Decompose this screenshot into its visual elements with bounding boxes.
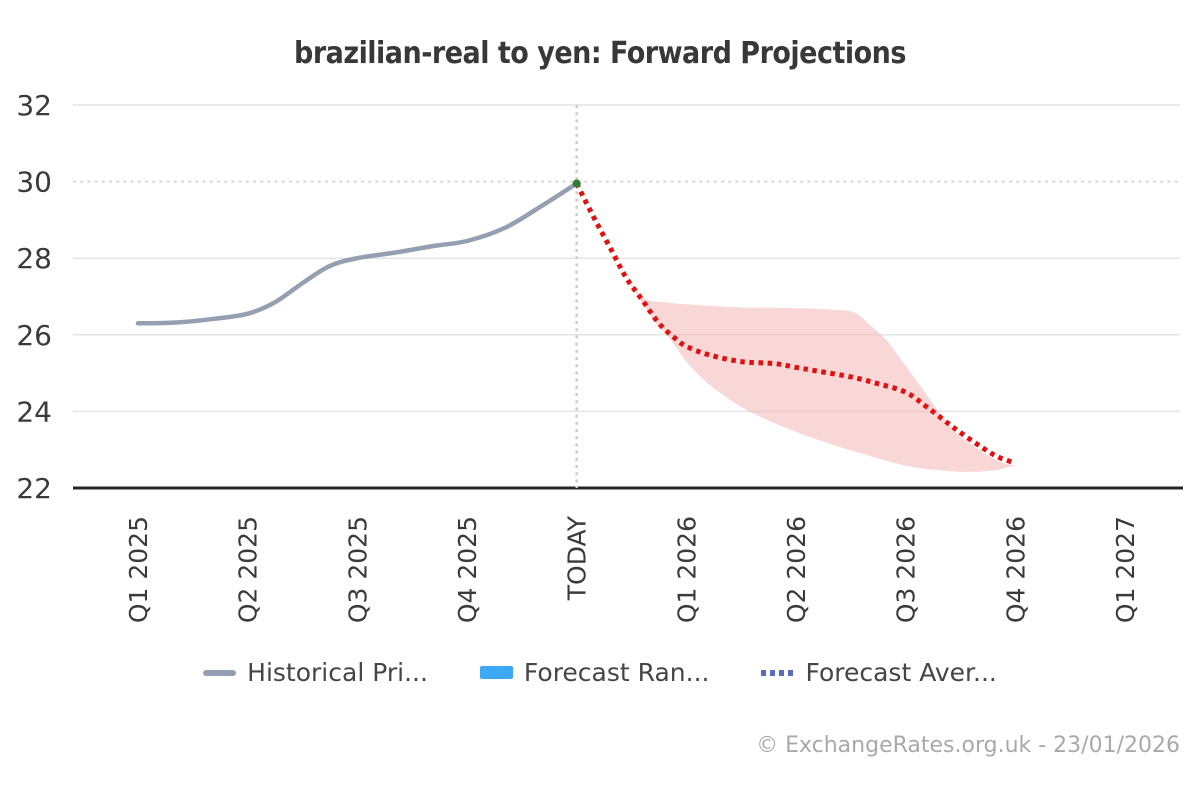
- forecast-range-band: [626, 277, 1016, 472]
- x-axis-label: Q4 2025: [453, 516, 482, 623]
- y-axis-label: 30: [16, 166, 52, 199]
- today-guides: [73, 105, 1180, 488]
- chart-title: brazilian-real to yen: Forward Projectio…: [294, 36, 906, 71]
- x-axis-label: TODAY: [563, 515, 592, 601]
- x-axis-label: Q4 2026: [1001, 516, 1030, 623]
- legend-item-forecast-average[interactable]: Forecast Aver...: [761, 658, 997, 687]
- gridlines: [73, 104, 1183, 490]
- today-marker: [572, 179, 581, 188]
- y-axis-label: 28: [16, 242, 52, 275]
- x-axis-label: Q2 2025: [234, 516, 263, 623]
- forecast-average-line: [574, 182, 1017, 466]
- y-axis-label: 24: [16, 395, 52, 428]
- x-axis-label: Q3 2026: [892, 516, 921, 623]
- series-lines: [135, 181, 1017, 466]
- x-axis-label: Q1 2025: [124, 516, 153, 623]
- y-axis-label: 22: [16, 472, 52, 505]
- x-axis-label: Q1 2026: [672, 516, 701, 623]
- legend-item-historical-price[interactable]: Historical Pri...: [203, 658, 428, 687]
- today-price-marker: [572, 179, 581, 188]
- x-axis-labels: Q1 2025 Q2 2025 Q3 2025 Q4 2025 TODAY Q1 2026…: [124, 515, 1140, 623]
- x-axis-label: Q2 2026: [782, 516, 811, 623]
- x-axis-label: Q3 2025: [343, 516, 372, 623]
- legend: Historical Pri... Forecast Ran... Foreca…: [0, 658, 1200, 687]
- forecast-average-swatch: [761, 669, 795, 676]
- legend-label: Forecast Ran...: [523, 658, 710, 687]
- forecast-range-swatch: [479, 666, 513, 679]
- y-axis-labels: 22 24 26 28 30 32: [16, 89, 52, 505]
- legend-item-forecast-range[interactable]: Forecast Ran...: [479, 658, 710, 687]
- x-axis-label: Q1 2027: [1111, 516, 1140, 623]
- historical-line-swatch: [203, 669, 237, 676]
- historical-price-line: [135, 181, 579, 326]
- forecast-range-area: [626, 277, 1016, 472]
- watermark: © ExchangeRates.org.uk - 23/01/2026: [756, 733, 1180, 758]
- legend-label: Historical Pri...: [247, 658, 428, 687]
- legend-label: Forecast Aver...: [805, 658, 997, 687]
- y-axis-label: 32: [16, 89, 52, 122]
- y-axis-label: 26: [16, 319, 52, 352]
